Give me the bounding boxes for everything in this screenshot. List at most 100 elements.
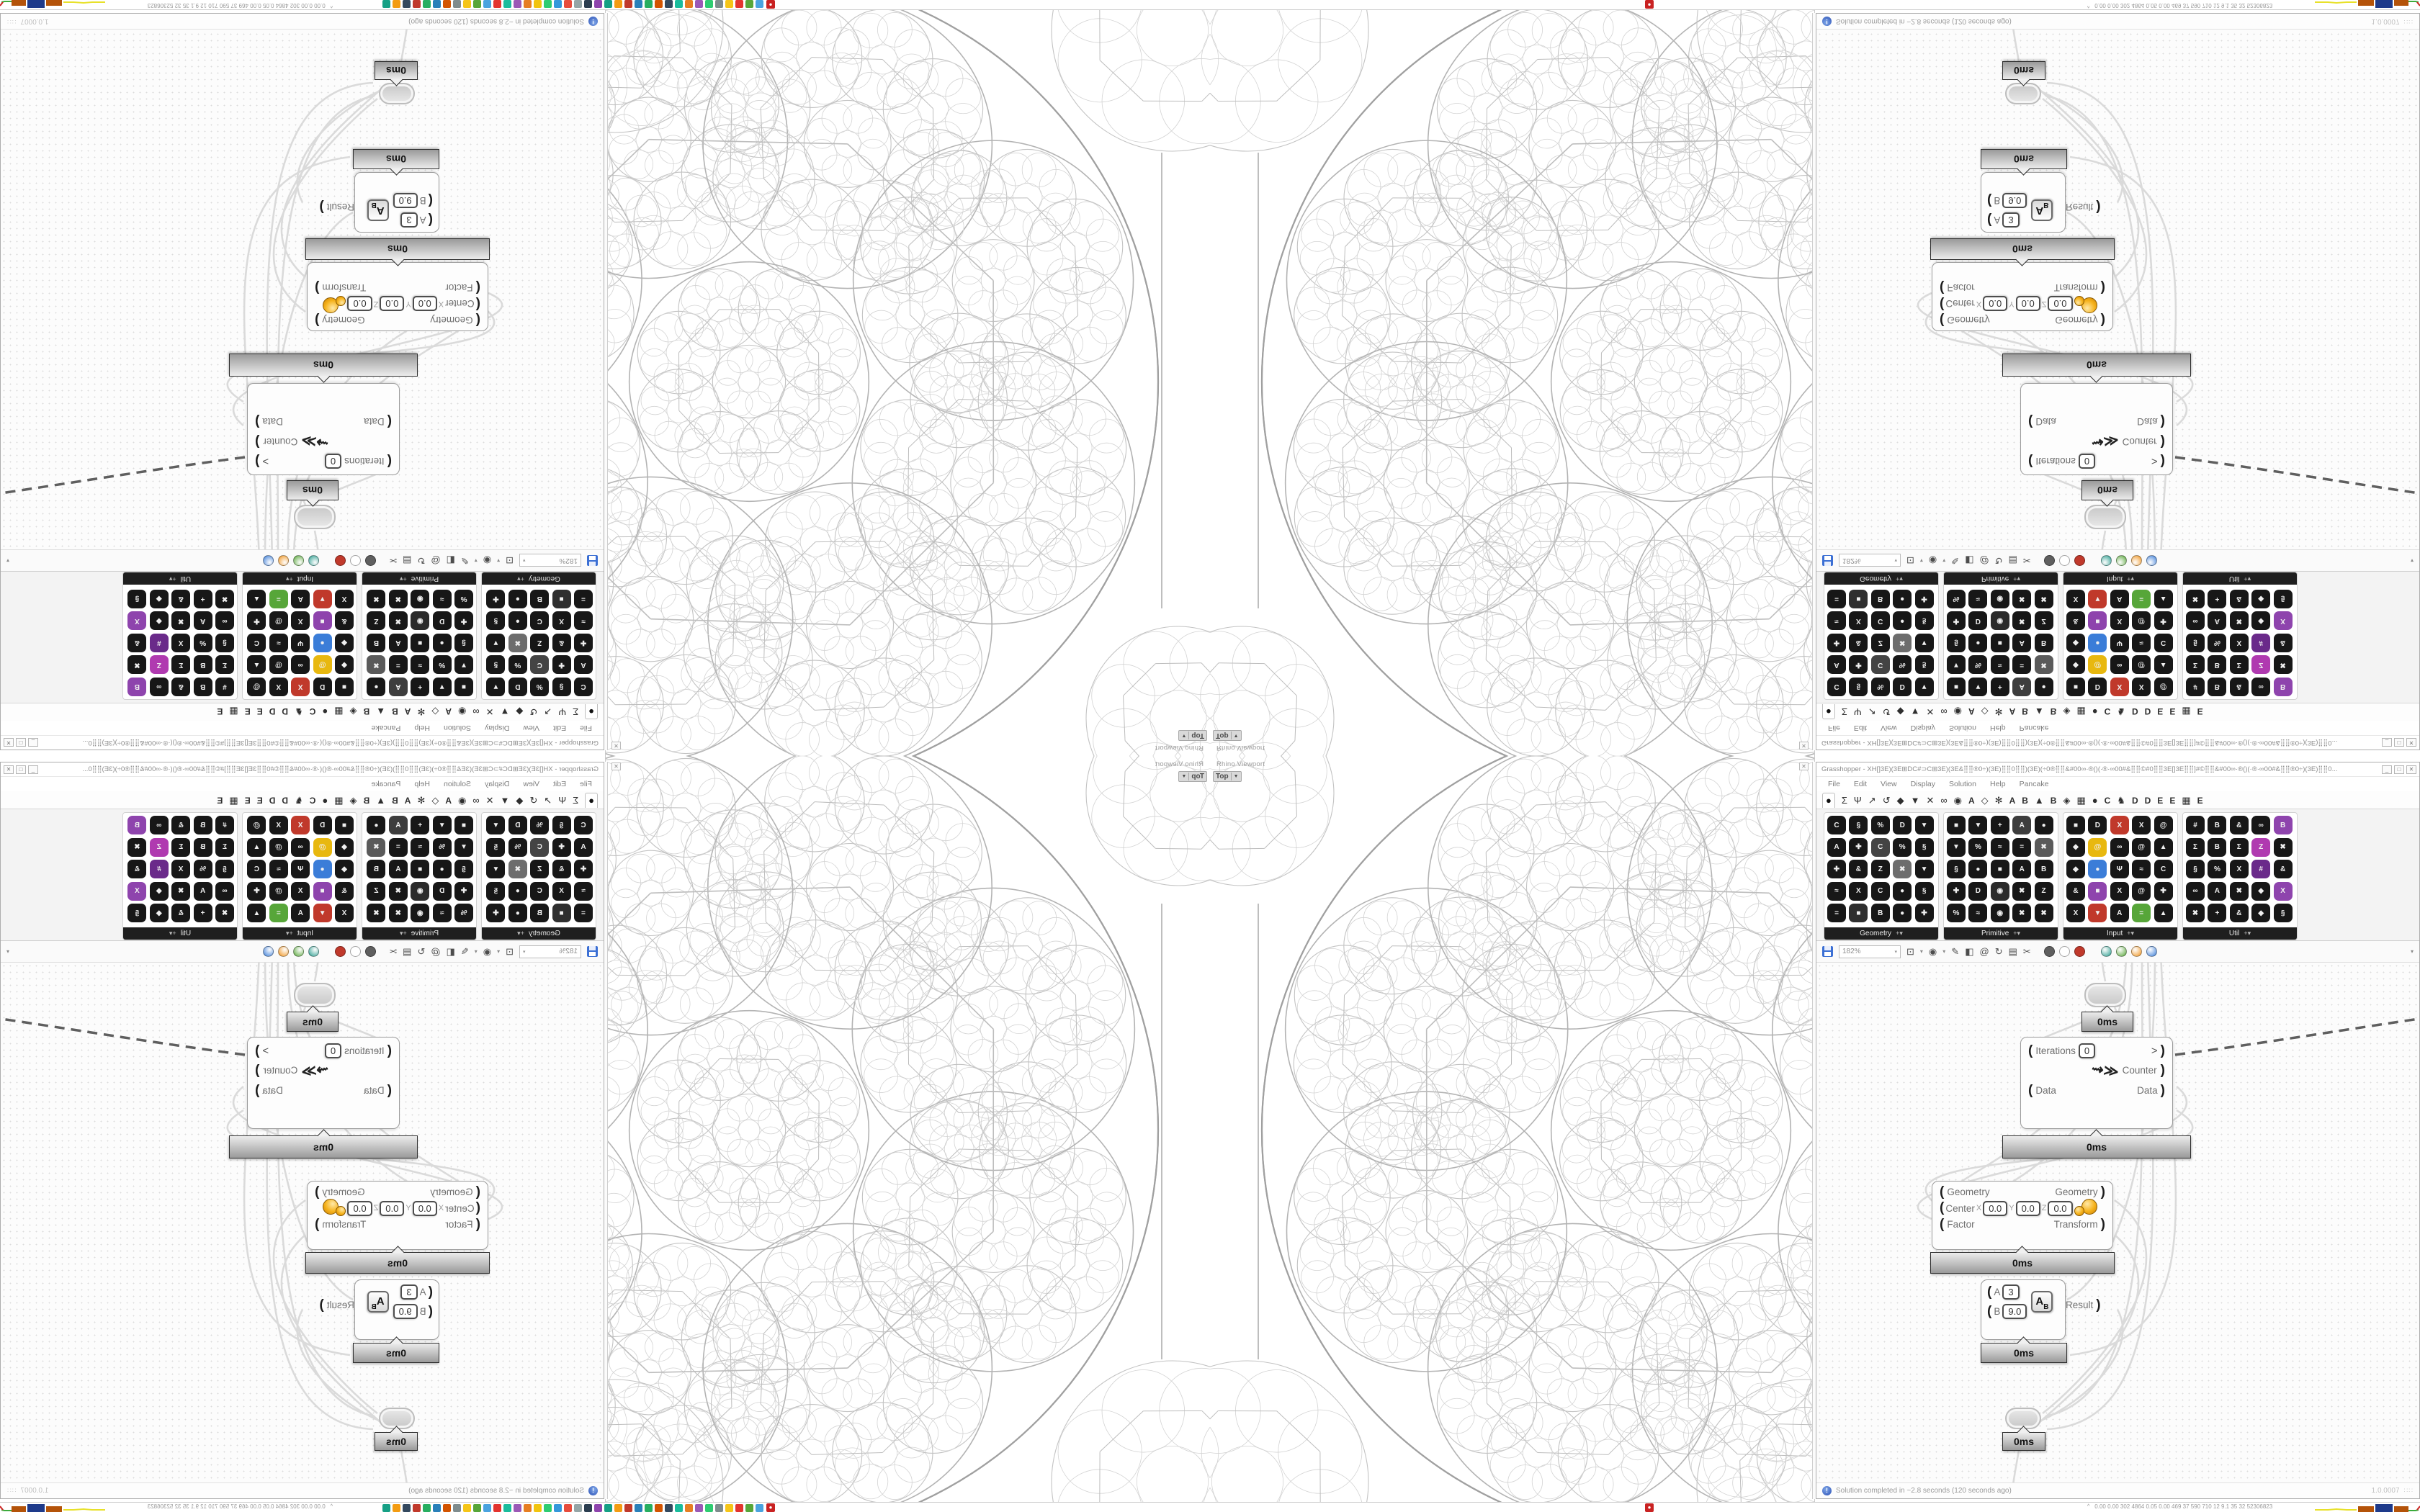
component-icon[interactable]: ✖ [1893,633,1912,652]
component-icon[interactable]: ● [367,816,386,834]
category-tab-12[interactable]: ✻ [417,706,426,717]
toolbar-icon-7[interactable]: ↻ [1994,555,2003,566]
category-tab-19[interactable]: ● [322,706,328,717]
b-value[interactable]: 9.0 [393,1304,418,1319]
dock-app-icon-21[interactable] [544,0,552,9]
category-tab-24[interactable]: E [256,706,263,716]
toolbar-icon-5[interactable]: ◧ [446,946,455,957]
input-port[interactable]: ( [387,414,392,430]
palette-label[interactable]: Input +▾ [2063,927,2177,940]
dock-app-icon-26[interactable] [493,1503,501,1512]
taskbar-red-app-icon[interactable]: ● [1645,0,1654,9]
component-icon[interactable]: D [1893,678,1912,696]
component-icon[interactable]: & [1849,860,1868,879]
category-tab-7[interactable]: ✕ [1926,795,1935,806]
menu-item-display[interactable]: Display [1910,780,1936,788]
category-tab-7[interactable]: ✕ [485,706,494,717]
component-icon[interactable]: X [2132,678,2151,696]
output-port[interactable]: ) [315,1216,320,1232]
component-icon[interactable]: § [486,655,506,675]
component-icon[interactable]: D [313,678,332,696]
toolbar-icon-5[interactable]: ◧ [446,555,455,566]
category-tab-2[interactable]: Ψ [558,795,567,806]
component-icon[interactable]: & [127,633,147,652]
category-tab-13[interactable]: A [404,796,411,806]
component-icon[interactable]: + [1990,678,2009,696]
display-mode-ball-2[interactable] [278,946,290,957]
category-tab-21[interactable]: ♞ [295,795,303,806]
menu-item-view[interactable]: View [523,724,539,732]
component-icon[interactable]: ✖ [2186,904,2205,923]
component-icon[interactable]: @ [269,881,288,901]
viewport-close-button[interactable]: ✕ [611,742,621,750]
component-icon[interactable]: X [2229,860,2249,879]
component-icon[interactable]: ◉ [411,611,430,631]
menu-item-view[interactable]: View [1881,724,1897,732]
component-icon[interactable]: D [508,816,527,834]
category-tab-6[interactable]: ▼ [500,706,510,717]
component-icon[interactable]: X [552,611,571,631]
tray-expander-icon[interactable]: ^ [330,3,333,8]
palette-expand-icon[interactable]: +▾ [285,575,293,582]
toolbar-icon-3[interactable]: ▾ [1942,557,1946,564]
component-icon[interactable]: ◆ [2251,611,2271,631]
category-tab-10[interactable]: A [445,706,452,716]
display-mode-ball-1[interactable] [2115,555,2127,566]
input-port[interactable]: ( [475,1200,480,1215]
output-port[interactable]: ) [315,1184,320,1200]
palette-label[interactable]: Geometry +▾ [482,572,596,585]
component-icon[interactable]: ■ [411,633,430,652]
component-icon[interactable]: A [2012,816,2032,834]
menu-item-pancake[interactable]: Pancake [2019,780,2049,788]
viewport-close-button[interactable]: ✕ [611,762,621,770]
category-tab-21[interactable]: ♞ [2117,706,2125,717]
component-icon[interactable]: ■ [552,904,571,923]
b-value[interactable]: 9.0 [393,193,418,208]
toolbar-icon-3[interactable]: ▾ [1942,948,1946,955]
resize-grip-icon[interactable]: ∷∷ [6,18,17,25]
component-icon[interactable]: ✖ [388,881,408,901]
component-icon[interactable]: ✖ [388,904,408,923]
palette-expand-icon[interactable]: +▾ [2127,930,2135,937]
component-icon[interactable]: + [411,678,430,696]
component-icon[interactable]: X [291,611,310,631]
component-icon[interactable]: & [2229,589,2249,608]
component-icon[interactable]: ✖ [2273,655,2293,675]
save-icon[interactable] [587,555,598,566]
dock-app-icon-13[interactable] [624,1503,632,1512]
component-icon[interactable]: ◆ [335,633,354,652]
component-icon[interactable]: ◆ [149,589,169,608]
grasshopper-canvas[interactable]: 0ms ( Iterations 0 > ) [1816,963,2419,1482]
category-tab-1[interactable]: Σ [573,795,579,806]
toolbar-icon-8[interactable]: ▤ [2008,555,2017,566]
display-mode-ball-1[interactable] [293,946,305,957]
input-port[interactable]: ( [2028,414,2033,430]
rhino-viewport[interactable]: Rhino Viewport Top ▼ ✕ [1210,756,1815,1502]
dock-app-icon-29[interactable] [463,1503,471,1512]
palette-expand-icon[interactable]: +▾ [2127,575,2135,582]
component-icon[interactable]: # [215,816,234,834]
component-icon[interactable]: ■ [454,678,473,696]
component-icon[interactable]: % [508,837,527,857]
component-icon[interactable]: @ [247,678,266,696]
component-icon[interactable]: ✖ [388,589,408,608]
component-icon[interactable]: & [2066,611,2085,631]
b-value[interactable]: 9.0 [2002,193,2027,208]
chevron-down-icon[interactable]: ▾ [6,557,10,564]
display-mode-ball-3[interactable] [2146,946,2157,957]
category-tab-27[interactable]: E [2197,706,2203,716]
component-icon[interactable]: & [127,860,147,879]
component-icon[interactable]: ▼ [486,816,506,834]
dock-app-icon-28[interactable] [473,1503,481,1512]
toolbar-icon-0[interactable]: ⊡ [1906,946,1914,957]
preview-mode-ball-2[interactable] [2074,946,2085,957]
taskbar-red-app-icon[interactable]: ● [766,1503,775,1512]
component-icon[interactable]: ● [508,589,527,608]
component-icon[interactable]: ▼ [2088,589,2107,608]
center-y-value[interactable]: 0.0 [380,1200,405,1216]
component-icon[interactable]: § [127,904,147,923]
dock-app-icon-4[interactable] [715,1503,723,1512]
scale-component[interactable]: ( Geometry Geometry ) ( Center X [307,262,488,331]
component-icon[interactable]: ● [313,633,332,652]
palette-label[interactable]: Util +▾ [123,572,237,585]
